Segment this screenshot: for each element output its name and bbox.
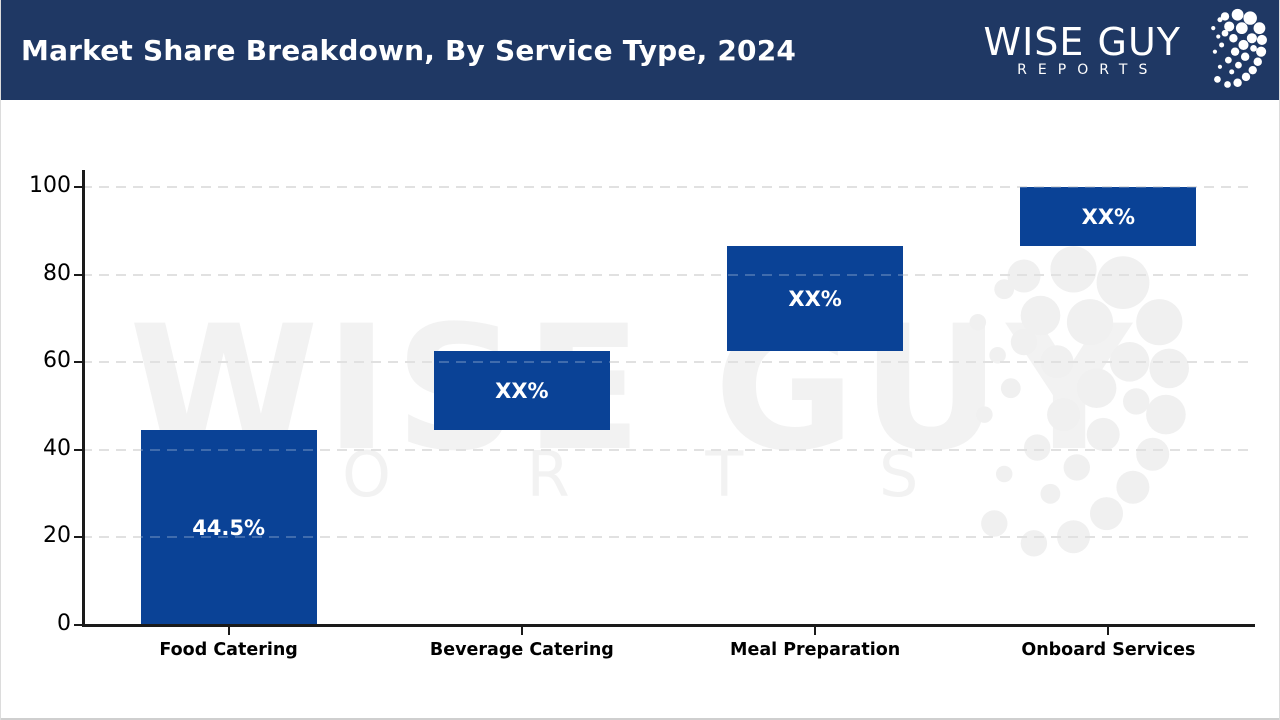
x-tick-mark (227, 627, 230, 635)
y-axis-line (82, 170, 85, 627)
y-tick-label: 40 (43, 435, 71, 461)
gridline (82, 186, 1255, 188)
header-bar: Market Share Breakdown, By Service Type,… (1, 0, 1279, 100)
x-tick-label: Onboard Services (1021, 640, 1196, 660)
bar-onboard-services (1020, 187, 1197, 247)
gridline-overlay (82, 361, 1255, 364)
y-tick-mark (74, 273, 82, 276)
wiseguy-logo-text: WISE GUY REPORTS (983, 20, 1181, 78)
gridline (82, 536, 1255, 539)
footer-hairline (1, 718, 1279, 720)
wiseguy-logo: WISE GUY REPORTS (984, 6, 1267, 94)
y-tick-mark (74, 361, 82, 364)
wiseguy-face-icon (1211, 8, 1267, 88)
gridline-overlay (82, 186, 1255, 188)
bar-value-label: XX% (1081, 204, 1136, 229)
y-tick-label: 80 (43, 260, 71, 286)
logo-wordmark: WISE GUY (983, 20, 1181, 65)
bar-beverage-catering (433, 351, 610, 431)
y-tick-mark (74, 624, 82, 626)
x-tick-label: Food Catering (159, 640, 298, 660)
bar-meal-preparation (727, 246, 904, 352)
x-axis-line (82, 624, 1255, 627)
y-tick-label: 60 (43, 348, 71, 374)
x-tick-mark (520, 627, 523, 635)
y-tick-mark (74, 186, 82, 188)
gridline-overlay (82, 273, 1255, 276)
bar-food-catering (140, 430, 317, 625)
x-tick-mark (814, 627, 817, 635)
gridline-overlay (82, 536, 1255, 539)
gridline (82, 273, 1255, 276)
gridline (82, 448, 1255, 451)
bar-value-label: XX% (495, 378, 549, 403)
gridline (82, 361, 1255, 364)
gridline-overlay (82, 448, 1255, 451)
y-tick-mark (74, 536, 82, 539)
y-tick-label: 100 (29, 173, 71, 198)
bar-value-label: XX% (788, 286, 842, 311)
x-tick-mark (1107, 627, 1110, 635)
logo-subtitle: REPORTS (1017, 61, 1159, 78)
y-tick-mark (74, 448, 82, 451)
y-tick-label: 20 (43, 523, 71, 549)
y-tick-label: 0 (57, 611, 71, 636)
page-title: Market Share Breakdown, By Service Type,… (21, 33, 797, 67)
bar-value-label: 44.5% (192, 515, 266, 540)
x-tick-label: Meal Preparation (730, 640, 901, 660)
x-tick-label: Beverage Catering (429, 640, 614, 660)
